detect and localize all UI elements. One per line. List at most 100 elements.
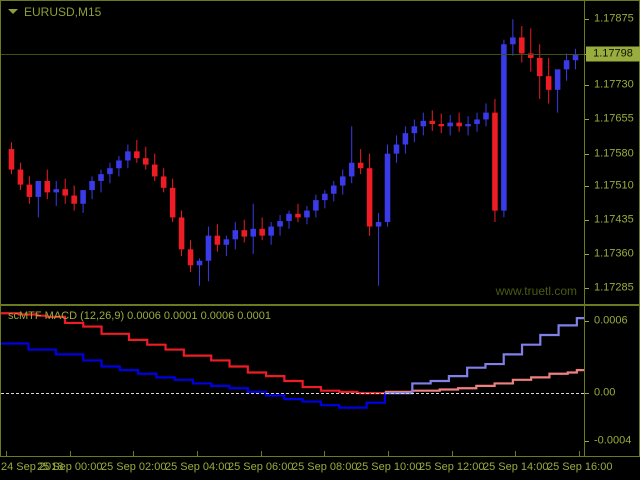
candlestick [89,176,95,200]
candlestick [510,19,516,56]
time-axis[interactable]: 24 Sep 2018 25 Sep 00:00 25 Sep 02:00 25 Se… [0,451,640,480]
candlestick [339,169,346,195]
candlestick [519,26,525,63]
symbol-title-label: EURUSD,M15 [24,5,102,19]
macd-lines-svg [1,312,584,409]
price-plot-area[interactable] [1,1,584,304]
price-axis-tick [585,185,589,187]
macd-title-label: scMTF MACD (12,26,9) 0.0006 0.0001 0.000… [8,310,271,322]
candlestick [98,169,104,193]
price-axis-label: 1.17730 [594,78,634,91]
candlestick [169,178,176,222]
candlestick [545,57,552,104]
candlestick [554,69,561,113]
macd-axis-tick [585,393,589,395]
macd-plot-area[interactable] [1,306,584,456]
time-axis-tick [6,451,7,457]
current-price-line [1,54,584,55]
candlestick [572,48,579,70]
candlestick [26,176,33,204]
price-axis-tick [585,288,589,290]
macd-axis-tick [585,320,589,322]
candlestick [134,139,140,163]
time-axis-tick [70,451,71,457]
candlestick [563,53,570,81]
candlestick [44,169,51,200]
time-axis-label: 25 Sep 12:00 [419,461,485,473]
macd-line-segment [1,312,387,395]
macd-axis-tick [585,441,589,443]
candlestick [393,135,400,163]
candlestick [313,194,319,218]
macd-zero-line [1,393,584,394]
candlestick [205,226,212,282]
price-axis-label: 1.17435 [594,213,634,226]
candlestick [187,240,194,273]
candlestick [348,126,355,184]
macd-axis[interactable]: 0.0006 0.00 -0.0004 [584,306,639,456]
candlestick [483,103,489,127]
candlestick [536,44,543,99]
macd-axis-label: 0.0006 [594,314,628,327]
candlestick [456,112,462,132]
candlestick-svg [8,19,579,286]
candlestick [107,162,113,184]
price-axis-label: 1.17655 [594,112,634,125]
price-axis-label: 1.17360 [594,247,634,260]
price-axis-label: 1.17580 [594,147,634,160]
candlestick [375,212,382,286]
time-axis-tick [197,451,198,457]
time-axis-tick [261,451,262,457]
candlestick [259,217,265,241]
candlestick [151,153,158,181]
macd-indicator-panel[interactable]: scMTF MACD (12,26,9) 0.0006 0.0001 0.000… [0,305,640,457]
price-axis-tick [585,153,589,155]
candlestick [465,116,471,136]
candlestick [35,180,42,218]
price-axis[interactable]: 1.17875 1.17730 1.17655 1.17580 1.17510 1.174… [584,1,640,304]
candlestick [438,113,445,134]
time-axis-tick [324,451,325,457]
time-axis-tick [388,451,389,457]
time-axis-tick [515,451,516,457]
candlestick [125,144,131,169]
price-axis-label: 1.17285 [594,281,634,294]
price-axis-tick [585,19,589,21]
time-axis-label: 24 Sep 2018 [1,461,64,473]
candlestick [357,149,364,175]
candlestick [447,114,453,136]
candlestick [492,98,498,222]
symbol-title[interactable]: EURUSD,M15 [8,5,101,19]
price-axis-label: 1.17875 [594,12,634,25]
candlestick [420,112,427,136]
candlestick [384,144,391,227]
candlestick [429,110,436,131]
candlestick [527,28,534,72]
candlestick [232,221,239,250]
candlestick [142,146,149,170]
price-chart-panel[interactable]: EURUSD,M15 www.truetl.com 1.17875 1.17730… [0,0,640,305]
candlestick [62,178,68,204]
candlestick [411,119,418,143]
macd-line-segment [384,317,584,395]
candlestick [366,153,373,236]
candlestick [196,258,203,286]
time-axis-label: 25 Sep 16:00 [547,461,613,473]
candlestick [474,112,480,132]
candlestick [71,185,77,211]
time-axis-tick [133,451,134,457]
candlestick [160,168,167,193]
price-axis-label: 1.17510 [594,179,634,192]
time-axis-label: 25 Sep 00:00 [37,461,103,473]
candlestick [53,180,60,207]
candlestick [304,206,310,225]
chevron-down-icon[interactable] [8,9,18,15]
price-axis-tick [585,85,589,87]
time-axis-label: 25 Sep 02:00 [101,461,167,473]
candlestick [178,210,185,257]
candlestick [116,155,122,177]
candlestick [402,126,409,154]
time-axis-label: 25 Sep 14:00 [483,461,549,473]
macd-axis-label: 0.00 [594,386,616,399]
